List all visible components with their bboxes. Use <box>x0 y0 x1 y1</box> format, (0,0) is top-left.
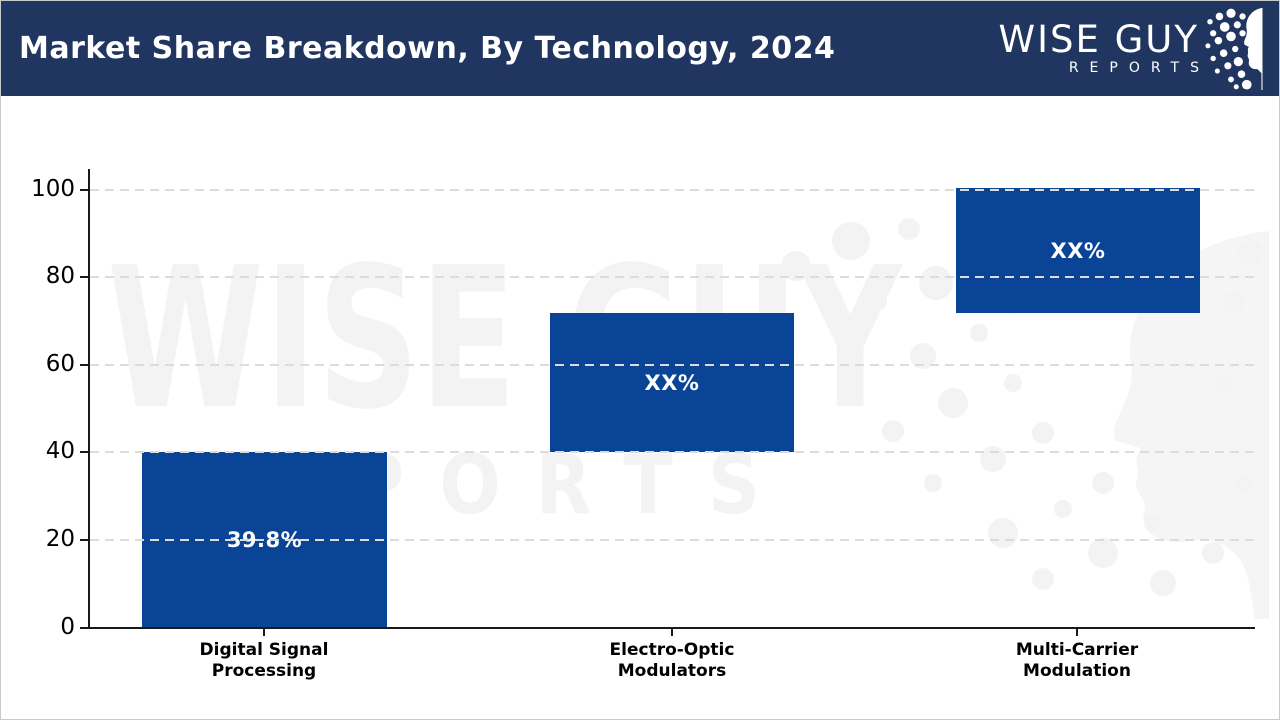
logo-subtitle: REPORTS <box>1068 59 1210 76</box>
y-tick-label-40: 40 <box>45 437 75 464</box>
x-category-line1: Digital Signal <box>199 640 329 660</box>
x-tick-multi-carrier-modulation <box>1076 629 1078 636</box>
logo-face-icon <box>1205 7 1263 90</box>
logo-wordmark: WISE GUY <box>998 17 1199 61</box>
y-tick-20 <box>80 539 88 541</box>
gridline-100 <box>90 189 1254 191</box>
header-bar: Market Share Breakdown, By Technology, 2… <box>1 1 1279 96</box>
wise-guy-reports-logo: WISE GUY REPORTS <box>998 7 1279 91</box>
x-category-line1: Multi-Carrier <box>1015 640 1139 660</box>
bar-value-label: XX% <box>1050 238 1106 263</box>
x-category-line2: Processing <box>211 661 317 681</box>
x-category-line2: Modulators <box>617 661 727 681</box>
watermark-face-icon <box>781 218 1269 619</box>
x-category-label-digital-signal-processing: Digital Signal Processing <box>114 640 414 682</box>
bar-multi-carrier-modulation: XX% <box>956 188 1200 313</box>
gridline-80 <box>90 276 1254 278</box>
bar-electro-optic-modulators: XX% <box>550 313 794 452</box>
y-tick-label-60: 60 <box>45 350 75 377</box>
x-category-label-multi-carrier-modulation: Multi-Carrier Modulation <box>927 640 1227 682</box>
y-tick-label-100: 100 <box>31 175 75 202</box>
y-tick-label-0: 0 <box>60 613 75 640</box>
y-tick-80 <box>80 276 88 278</box>
y-tick-label-80: 80 <box>45 262 75 289</box>
y-tick-40 <box>80 451 88 453</box>
gridline-60 <box>90 364 1254 366</box>
bar-value-label: XX% <box>644 370 700 395</box>
x-tick-electro-optic-modulators <box>671 629 673 636</box>
y-axis-line <box>88 169 90 628</box>
x-category-line2: Modulation <box>1023 661 1131 681</box>
page-title: Market Share Breakdown, By Technology, 2… <box>19 31 836 66</box>
gridline-20 <box>90 539 1254 541</box>
y-tick-label-20: 20 <box>45 525 75 552</box>
x-category-line1: Electro-Optic <box>609 640 735 660</box>
y-tick-100 <box>80 189 88 191</box>
gridline-40 <box>90 451 1254 453</box>
x-tick-digital-signal-processing <box>263 629 265 636</box>
x-axis-line <box>88 627 1255 629</box>
y-tick-0 <box>80 627 88 629</box>
logo-text: WISE GUY REPORTS <box>998 17 1199 77</box>
x-category-label-electro-optic-modulators: Electro-Optic Modulators <box>522 640 822 682</box>
y-tick-60 <box>80 364 88 366</box>
